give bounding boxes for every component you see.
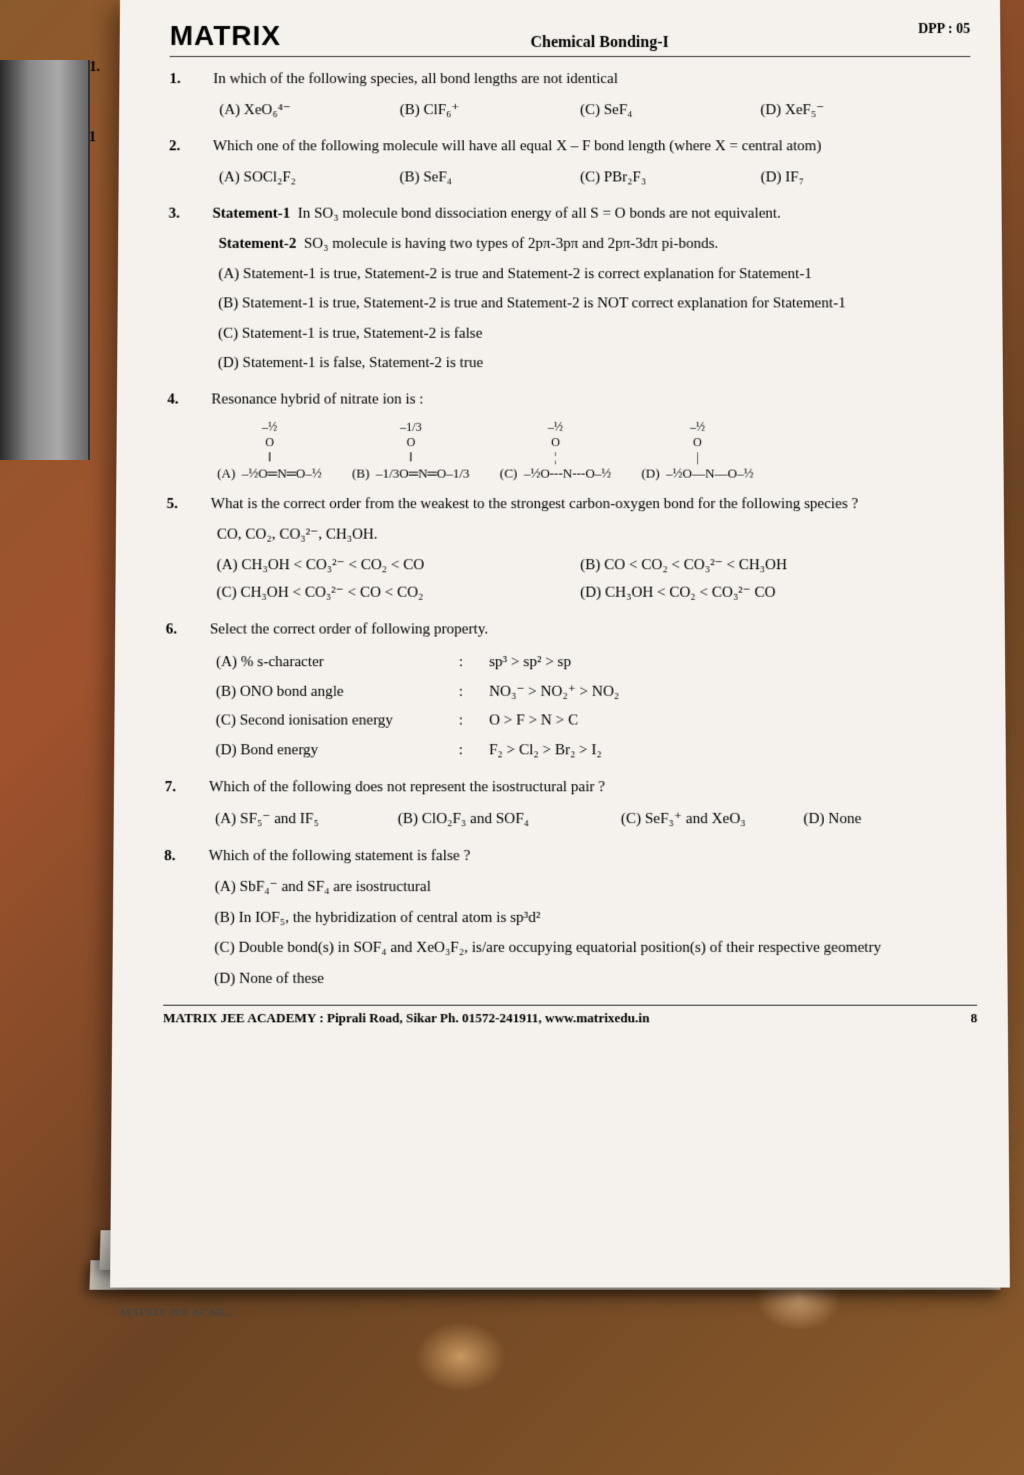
page-footer: MATRIX JEE ACADEMY : Piprali Road, Sikar…: [163, 1005, 977, 1027]
q2-number: 2.: [169, 134, 209, 158]
q2-options: (A) SOCl₂F₂ (B) SeF₄ (C) PBr₂F₃ (D) IF₇: [219, 164, 972, 191]
q4-opt-c: –½O¦ (C) –½O---N---O–½: [500, 419, 611, 481]
subject-title: Chemical Bonding-I: [281, 20, 918, 52]
worksheet-page: 1. 1 MATRIX Chemical Bonding-I DPP : 05 …: [110, 0, 1010, 1288]
q6-number: 6.: [166, 617, 207, 642]
q6-opt-a: (A) % s-character:sp³ > sp² > sp: [216, 648, 975, 677]
question-8: 8. Which of the following statement is f…: [164, 844, 976, 869]
q7-opt-c: (C) SeF₃⁺ and XeO₃: [621, 806, 804, 834]
q2-opt-d: (D) IF₇: [761, 164, 942, 191]
question-5: 5. What is the correct order from the we…: [166, 491, 973, 515]
q7-options: (A) SF₅⁻ and IF₅ (B) ClO₂F₃ and SOF₄ (C)…: [215, 806, 976, 834]
q6-opt-b: (B) ONO bond angle:NO₃⁻ > NO₂⁺ > NO₂: [216, 677, 975, 706]
footer-text: MATRIX JEE ACADEMY : Piprali Road, Sikar…: [163, 1010, 649, 1027]
question-7: 7. Which of the following does not repre…: [165, 775, 976, 800]
q7-number: 7.: [165, 775, 206, 800]
q1-number: 1.: [169, 67, 209, 91]
q2-opt-b: (B) SeF₄: [399, 164, 580, 191]
q7-opt-b: (B) ClO₂F₃ and SOF₄: [398, 806, 621, 834]
q4-opt-a: –½O‖ (A) –½O═N═O–½: [217, 419, 322, 481]
q6-text: Select the correct order of following pr…: [210, 617, 958, 642]
q4-number: 4.: [167, 387, 207, 411]
q2-opt-c: (C) PBr₂F₃: [580, 164, 761, 191]
q3-statement1: Statement-1 In SO₃ molecule bond dissoci…: [212, 202, 955, 226]
q5-species: CO, CO₂, CO₃²⁻, CH₃OH.: [217, 522, 974, 548]
q4-diagrams: –½O‖ (A) –½O═N═O–½ –1/3O‖ (B) –1/3O═N═O–…: [217, 419, 973, 481]
q5-opt-c: (C) CH₃OH < CO₃²⁻ < CO < CO₂: [216, 579, 580, 607]
page-number: 8: [971, 1010, 978, 1027]
q8-opt-d: (D) None of these: [214, 966, 977, 992]
q5-text: What is the correct order from the weake…: [211, 491, 958, 515]
dpp-label: DPP : 05: [918, 20, 970, 38]
question-3: 3. Statement-1 In SO₃ molecule bond diss…: [168, 202, 971, 226]
page-header: MATRIX Chemical Bonding-I DPP : 05: [170, 20, 971, 57]
q3-opt-d: (D) Statement-1 is false, Statement-2 is…: [218, 351, 973, 377]
margin-number-2: 1: [89, 130, 96, 146]
q1-opt-b: (B) ClF₆⁺: [400, 97, 580, 124]
q6-opt-c: (C) Second ionisation energy:O > F > N >…: [216, 706, 976, 735]
q8-opt-a: (A) SbF₄⁻ and SF₄ are isostructural: [215, 875, 977, 901]
q5-number: 5.: [166, 491, 207, 515]
question-4: 4. Resonance hybrid of nitrate ion is :: [167, 387, 973, 411]
brand-title: MATRIX: [170, 20, 282, 52]
q5-opt-a: (A) CH₃OH < CO₃²⁻ < CO₂ < CO: [217, 552, 581, 580]
margin-number-1: 1.: [89, 60, 100, 76]
q2-text: Which one of the following molecule will…: [213, 134, 955, 158]
q6-opt-d: (D) Bond energy:F₂ > Cl₂ > Br₂ > I₂: [215, 735, 975, 764]
q5-opt-d: (D) CH₃OH < CO₂ < CO₃²⁻ CO: [580, 579, 944, 607]
question-1: 1. In which of the following species, al…: [169, 67, 970, 91]
q5-opt-b: (B) CO < CO₂ < CO₃²⁻ < CH₃OH: [580, 552, 944, 580]
q8-opt-c: (C) Double bond(s) in SOF₄ and XeO₃F₂, i…: [214, 935, 977, 961]
q3-number: 3.: [168, 202, 208, 226]
q3-statement2: Statement-2 SO₃ molecule is having two t…: [218, 232, 971, 258]
q4-text: Resonance hybrid of nitrate ion is :: [211, 387, 956, 411]
q3-opt-c: (C) Statement-1 is true, Statement-2 is …: [218, 321, 973, 347]
side-photo-strip: [0, 60, 90, 460]
q8-opt-b: (B) In IOF₅, the hybridization of centra…: [214, 905, 976, 931]
q1-opt-c: (C) SeF₄: [580, 97, 760, 124]
question-6: 6. Select the correct order of following…: [166, 617, 975, 642]
question-2: 2. Which one of the following molecule w…: [169, 134, 971, 158]
footer-brand-peek: MATRIX JEE ACAD...: [120, 1306, 233, 1319]
q2-opt-a: (A) SOCl₂F₂: [219, 164, 400, 191]
q5-options: (A) CH₃OH < CO₃²⁻ < CO₂ < CO (B) CO < CO…: [216, 552, 974, 607]
q4-opt-d: –½O| (D) –½O—N—O–½: [641, 419, 753, 481]
q1-opt-d: (D) XeF₅⁻: [760, 97, 940, 124]
q1-text: In which of the following species, all b…: [213, 67, 954, 91]
q7-text: Which of the following does not represen…: [209, 775, 959, 800]
q7-opt-a: (A) SF₅⁻ and IF₅: [215, 806, 398, 834]
q3-opt-a: (A) Statement-1 is true, Statement-2 is …: [218, 262, 972, 288]
q8-number: 8.: [164, 844, 205, 869]
q8-text: Which of the following statement is fals…: [208, 844, 959, 869]
q7-opt-d: (D) None: [803, 806, 905, 834]
q3-opt-b: (B) Statement-1 is true, Statement-2 is …: [218, 291, 972, 317]
q4-opt-b: –1/3O‖ (B) –1/3O═N═O–1/3: [352, 419, 470, 481]
q1-options: (A) XeO₆⁴⁻ (B) ClF₆⁺ (C) SeF₄ (D) XeF₅⁻: [219, 97, 971, 124]
q1-opt-a: (A) XeO₆⁴⁻: [219, 97, 399, 124]
